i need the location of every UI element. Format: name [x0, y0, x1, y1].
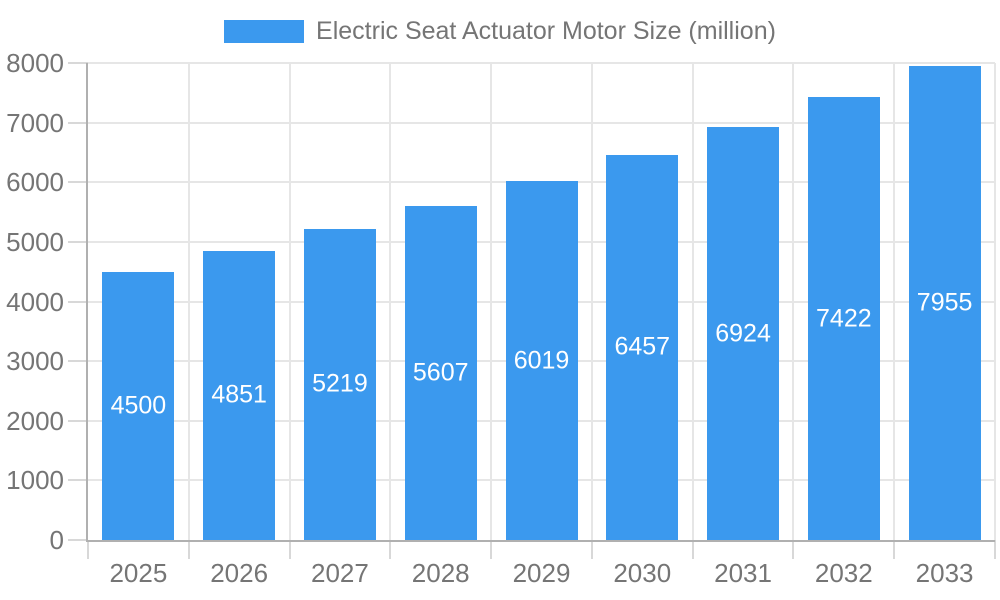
y-tick-label: 3000	[6, 346, 64, 377]
x-tick-label: 2026	[210, 558, 269, 588]
x-axis-tick	[389, 540, 392, 559]
bar-2028[interactable]: 5607	[404, 205, 477, 540]
y-tick-label: 5000	[6, 226, 64, 257]
y-tick-label: 4000	[6, 286, 64, 317]
x-tick-label: 2033	[915, 558, 974, 588]
bar-value-label: 7955	[916, 288, 973, 317]
x-tick-label: 2027	[311, 558, 369, 588]
y-axis-tick	[68, 300, 88, 303]
legend-item[interactable]: Electric Seat Actuator Motor Size (milli…	[224, 17, 776, 46]
v-gridline	[288, 63, 291, 540]
x-axis-tick	[187, 540, 190, 559]
x-axis-tick	[994, 540, 996, 559]
bar-2033[interactable]: 7955	[908, 65, 981, 540]
bar-2029[interactable]: 6019	[505, 181, 578, 540]
x-tick-label: 2025	[109, 558, 168, 588]
y-tick-label: 2000	[6, 405, 64, 436]
bar-value-label: 6019	[513, 346, 570, 375]
y-axis-tick	[68, 360, 88, 363]
bar-value-label: 4500	[110, 391, 167, 420]
y-tick-label: 7000	[6, 107, 64, 138]
x-axis-tick	[87, 540, 89, 559]
x-axis-tick	[288, 540, 291, 559]
bar-2032[interactable]: 7422	[807, 97, 880, 540]
h-gridline	[88, 62, 995, 64]
y-axis-tick	[68, 419, 88, 422]
x-axis-tick	[590, 540, 593, 559]
v-gridline	[389, 63, 392, 540]
v-gridline	[590, 63, 593, 540]
y-axis-tick	[68, 62, 88, 64]
bar-2030[interactable]: 6457	[606, 155, 679, 540]
legend-label: Electric Seat Actuator Motor Size (milli…	[316, 17, 776, 45]
y-axis-tick	[68, 539, 88, 541]
x-axis-tick	[792, 540, 795, 559]
bar-value-label: 5219	[312, 369, 368, 398]
x-tick-label: 2031	[714, 558, 772, 588]
x-axis-tick	[691, 540, 694, 559]
h-gridline	[88, 121, 995, 124]
y-axis-tick	[68, 121, 88, 124]
x-axis-line	[86, 540, 995, 542]
y-axis-tick	[68, 479, 88, 482]
y-tick-label: 8000	[6, 48, 64, 78]
bar-2026[interactable]: 4851	[203, 250, 276, 540]
v-gridline	[893, 63, 896, 540]
bar-value-label: 5607	[412, 358, 469, 387]
v-gridline	[691, 63, 694, 540]
bar-2025[interactable]: 4500	[102, 271, 175, 540]
v-gridline	[994, 63, 996, 540]
x-tick-label: 2030	[613, 558, 672, 588]
v-gridline	[490, 63, 493, 540]
bar-value-label: 6924	[715, 319, 771, 348]
bar-value-label: 7422	[816, 304, 872, 333]
bar-2027[interactable]: 5219	[303, 228, 376, 540]
y-axis-tick	[68, 240, 88, 243]
x-axis-tick	[490, 540, 493, 559]
x-tick-label: 2028	[411, 558, 470, 588]
y-tick-label: 1000	[6, 465, 64, 496]
y-axis-line	[86, 63, 88, 540]
legend: Electric Seat Actuator Motor Size (milli…	[0, 0, 1000, 63]
y-axis-tick	[68, 181, 88, 184]
x-tick-label: 2029	[512, 558, 571, 588]
bar-value-label: 4851	[211, 380, 267, 409]
y-tick-label: 6000	[6, 167, 64, 198]
y-tick-label: 0	[49, 525, 64, 555]
x-axis-tick	[893, 540, 896, 559]
legend-swatch-icon	[224, 20, 305, 43]
v-gridline	[187, 63, 190, 540]
x-tick-label: 2032	[814, 558, 873, 588]
bar-2031[interactable]: 6924	[707, 127, 780, 540]
bar-value-label: 6457	[614, 332, 671, 361]
v-gridline	[792, 63, 795, 540]
